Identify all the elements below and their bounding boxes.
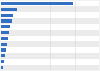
Bar: [1, 14, 13, 17]
Bar: [1, 31, 9, 34]
Bar: [1, 24, 99, 30]
Bar: [1, 1, 99, 6]
Bar: [1, 30, 99, 36]
Bar: [1, 12, 99, 18]
Bar: [1, 43, 7, 46]
Bar: [1, 66, 3, 69]
Bar: [1, 25, 10, 28]
Bar: [1, 2, 73, 5]
Bar: [1, 59, 99, 65]
Bar: [1, 47, 99, 53]
Bar: [1, 41, 99, 47]
Bar: [1, 6, 99, 12]
Bar: [1, 60, 4, 63]
Bar: [1, 18, 99, 24]
Bar: [1, 48, 6, 52]
Bar: [1, 19, 12, 23]
Bar: [1, 8, 17, 11]
Bar: [1, 53, 99, 59]
Bar: [1, 65, 99, 70]
Bar: [1, 54, 5, 57]
Bar: [1, 37, 8, 40]
Bar: [1, 36, 99, 41]
